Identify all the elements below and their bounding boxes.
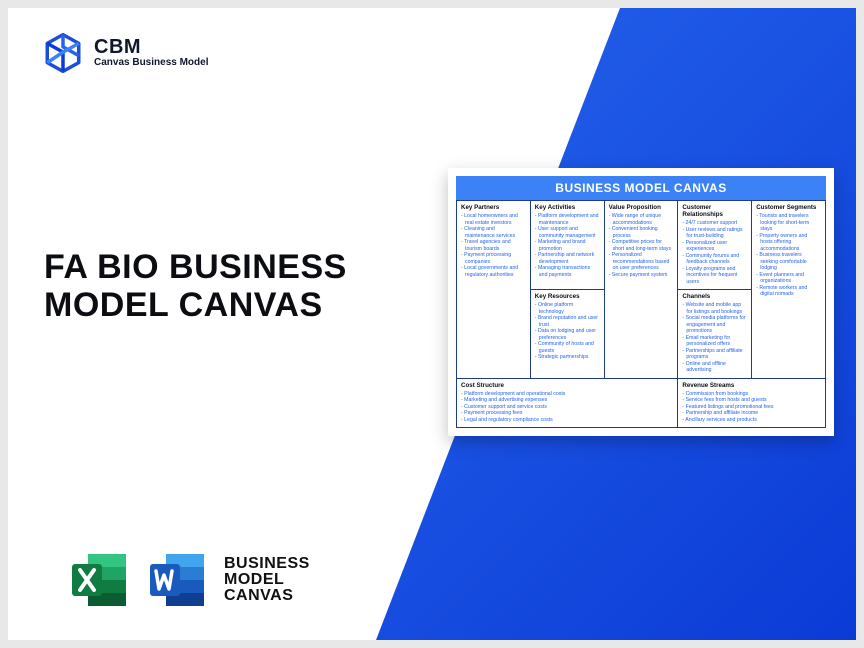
sec-items: Platform development and maintenanceUser… [535,213,600,278]
sec-title: Customer Segments [756,204,821,211]
list-item: Convenient booking process [609,226,674,239]
cell-value-proposition: Value Proposition Wide range of unique a… [604,201,678,379]
list-item: Cleaning and maintenance services [461,226,526,239]
list-item: User reviews and ratings for trust-build… [682,227,747,240]
list-item: Strategic partnerships [535,354,600,361]
sec-items: Online platform technologyBrand reputati… [535,302,600,361]
cell-key-activities: Key Activities Platform development and … [530,201,604,290]
excel-icon [68,548,132,612]
list-item: Local governments and regulatory authori… [461,265,526,278]
cell-customer-segments: Customer Segments Tourists and travelers… [752,201,826,379]
footer-row: BUSINESS MODEL CANVAS [68,548,310,612]
list-item: Event planners and organizations [756,272,821,285]
list-item: Property owners and hosts offering accom… [756,233,821,253]
sec-items: Tourists and travelers looking for short… [756,213,821,298]
sec-title: Key Activities [535,204,600,211]
list-item: Local homeowners and real estate investo… [461,213,526,226]
list-item: Competitive prices for short and long-te… [609,239,674,252]
list-item: Remote workers and digital nomads [756,285,821,298]
sec-items: Wide range of unique accommodationsConve… [609,213,674,278]
footer-label: BUSINESS MODEL CANVAS [224,556,310,604]
list-item: Brand reputation and user trust [535,315,600,328]
cell-channels: Channels Website and mobile app for list… [678,290,752,379]
cell-cost-structure: Cost Structure Platform development and … [457,378,678,428]
sec-items: Local homeowners and real estate investo… [461,213,526,278]
list-item: Payment processing companies [461,252,526,265]
cell-key-resources: Key Resources Online platform technology… [530,290,604,379]
page-title: FA BIO BUSINESS MODEL CANVAS [44,248,424,324]
list-item: Marketing and brand promotion [535,239,600,252]
brand-full: Canvas Business Model [94,58,208,69]
canvas-title: BUSINESS MODEL CANVAS [456,176,826,200]
list-item: Tourists and travelers looking for short… [756,213,821,233]
list-item: Managing transactions and payments [535,265,600,278]
list-item: Wide range of unique accommodations [609,213,674,226]
list-item: Legal and regulatory compliance costs [461,417,673,424]
footer-line3: CANVAS [224,588,310,604]
brand-header: CBM Canvas Business Model [42,32,208,74]
sec-items: Commission from bookingsService fees fro… [682,391,821,424]
sec-items: Website and mobile app for listings and … [682,302,747,374]
brand-abbr: CBM [94,37,208,58]
list-item: Community of hosts and guests [535,341,600,354]
brand-logo-icon [42,32,84,74]
list-item: Social media platforms for engagement an… [682,315,747,335]
list-item: Ancillary services and products [682,417,821,424]
canvas-preview: BUSINESS MODEL CANVAS Key Partners Local… [448,168,834,436]
list-item: Secure payment system [609,272,674,279]
footer-line1: BUSINESS [224,556,310,572]
list-item: Personalized recommendations based on us… [609,252,674,272]
list-item: Data on lodging and user preferences [535,328,600,341]
list-item: Platform development and maintenance [535,213,600,226]
list-item: Online platform technology [535,302,600,315]
list-item: Personalized user experiences [682,240,747,253]
sec-items: Platform development and operational cos… [461,391,673,424]
word-icon [146,548,210,612]
canvas-grid: Key Partners Local homeowners and real e… [456,200,826,428]
sec-items: 24/7 customer supportUser reviews and ra… [682,220,747,285]
list-item: Email marketing for personalized offers [682,335,747,348]
sec-title: Value Proposition [609,204,674,211]
cell-revenue-streams: Revenue Streams Commission from bookings… [678,378,826,428]
sec-title: Cost Structure [461,382,673,389]
sec-title: Key Partners [461,204,526,211]
list-item: Business travelers seeking comfortable l… [756,252,821,272]
sec-title: Channels [682,293,747,300]
footer-line2: MODEL [224,572,310,588]
list-item: Website and mobile app for listings and … [682,302,747,315]
list-item: User support and community management [535,226,600,239]
list-item: Travel agencies and tourism boards [461,239,526,252]
cell-customer-relationships: Customer Relationships 24/7 customer sup… [678,201,752,290]
sec-title: Key Resources [535,293,600,300]
list-item: Partnership and network development [535,252,600,265]
sec-title: Revenue Streams [682,382,821,389]
list-item: Online and offline advertising [682,361,747,374]
list-item: Partnerships and affiliate programs [682,348,747,361]
page: CBM Canvas Business Model FA BIO BUSINES… [8,8,856,640]
cell-key-partners: Key Partners Local homeowners and real e… [457,201,531,379]
list-item: Community forums and feedback channels [682,253,747,266]
sec-title: Customer Relationships [682,204,747,218]
list-item: Loyalty programs and incentives for freq… [682,266,747,286]
